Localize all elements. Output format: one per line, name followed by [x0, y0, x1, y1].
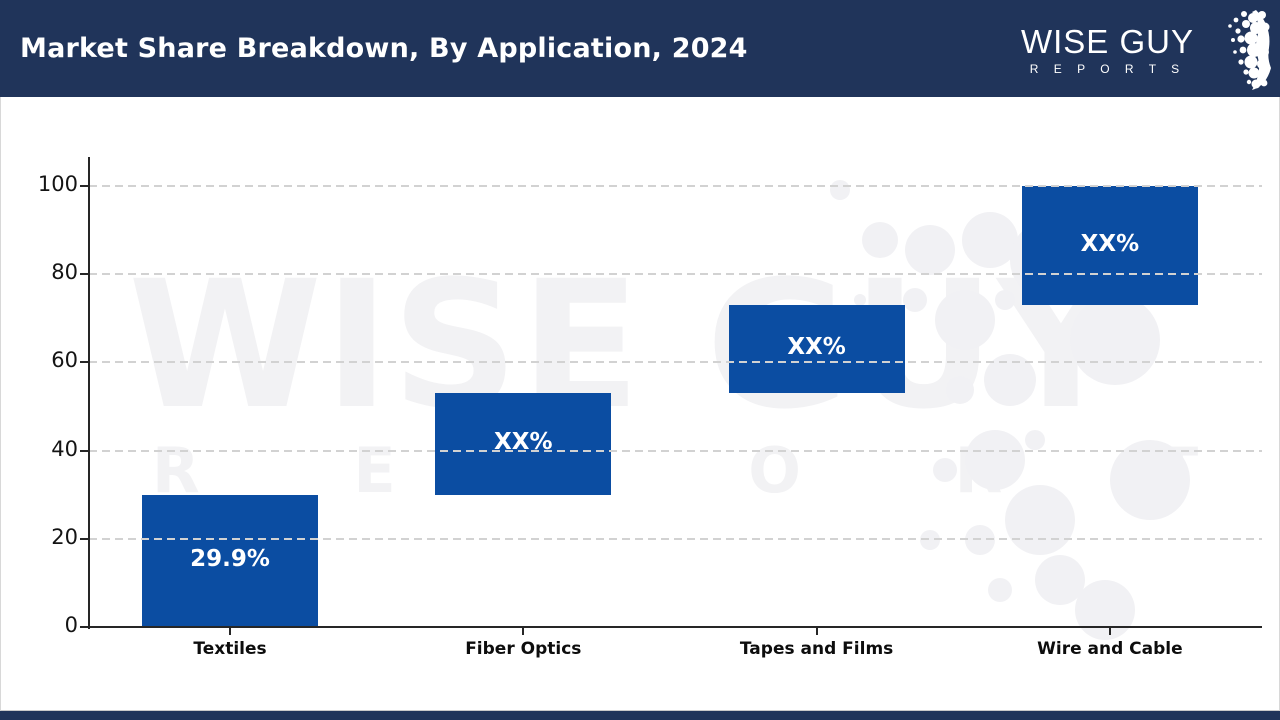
bar-textiles	[142, 495, 318, 627]
ytick-label-20: 20	[51, 524, 78, 549]
y-tick-60	[80, 361, 88, 364]
bar-label-wire-and-cable: XX%	[1080, 230, 1140, 257]
gridline-80	[89, 273, 1262, 276]
wise-guy-reports-logo: WISE GUY R E P O R T S	[1021, 6, 1272, 92]
y-tick-20	[80, 537, 88, 540]
ytick-label-0: 0	[64, 613, 78, 637]
gridline-100	[89, 185, 1262, 187]
bar-tapes-and-films	[728, 305, 905, 394]
category-label-textiles: Textiles	[193, 639, 267, 659]
ytick-label-40: 40	[51, 436, 78, 461]
x-tick-fiber-optics	[522, 627, 525, 635]
bar-wire-and-cable	[1021, 186, 1198, 306]
bar-label-fiber-optics: XX%	[494, 429, 553, 456]
dotted-face-logo-icon	[1228, 10, 1271, 90]
gridline-40	[89, 449, 1262, 452]
ytick-label-100: 100	[37, 172, 78, 196]
bar-label-textiles: 29.9%	[190, 546, 270, 573]
gridline-20	[89, 537, 1262, 540]
category-label-fiber-optics: Fiber Optics	[465, 639, 582, 659]
x-axis	[88, 626, 1262, 628]
gridline-60	[89, 361, 1262, 364]
logo-text: WISE GUY R E P O R T S	[1021, 23, 1194, 76]
y-tick-80	[80, 273, 88, 276]
footer-bar	[0, 711, 1280, 720]
logo-brand-name: WISE GUY	[1020, 22, 1194, 60]
header-bar: Market Share Breakdown, By Application, …	[0, 0, 1280, 97]
y-tick-0	[80, 626, 88, 628]
category-label-tapes-and-films: Tapes and Films	[739, 639, 894, 659]
x-tick-wire-and-cable	[1108, 627, 1111, 635]
x-tick-tapes-and-films	[815, 627, 818, 635]
y-axis	[88, 157, 90, 629]
page-title: Market Share Breakdown, By Application, …	[20, 33, 748, 64]
y-tick-40	[80, 449, 88, 452]
bar-fiber-optics	[435, 393, 612, 496]
logo-tagline: R E P O R T S	[1029, 61, 1186, 76]
y-tick-100	[80, 185, 88, 187]
bar-label-tapes-and-films: XX%	[787, 334, 846, 361]
ytick-label-60: 60	[51, 348, 78, 373]
ytick-label-80: 80	[51, 260, 78, 285]
category-label-wire-and-cable: Wire and Cable	[1037, 639, 1183, 659]
x-tick-textiles	[229, 627, 231, 635]
